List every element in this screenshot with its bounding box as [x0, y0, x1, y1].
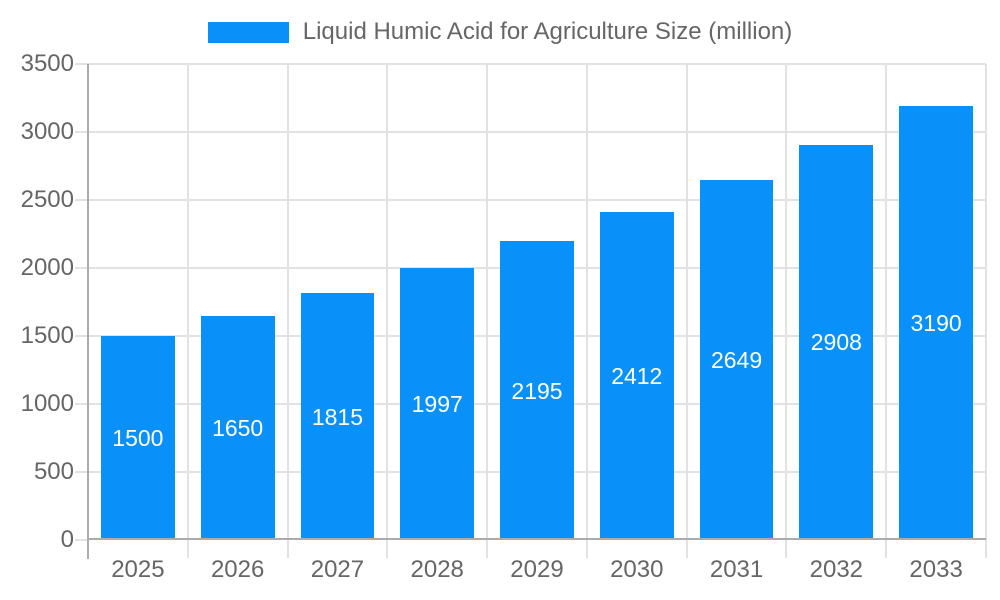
y-tick-mark — [75, 131, 88, 133]
bar — [500, 241, 574, 540]
x-tick-mark — [685, 540, 688, 558]
y-axis-line — [87, 64, 89, 559]
gridline-vertical — [685, 64, 688, 540]
bar — [300, 293, 375, 540]
bar-value-label: 1997 — [411, 391, 463, 418]
y-tick-mark — [75, 539, 88, 541]
gridline-vertical — [985, 64, 987, 540]
x-tick-label: 2028 — [410, 556, 464, 583]
bar — [400, 268, 475, 540]
bar — [699, 179, 774, 540]
x-tick-label: 2032 — [809, 556, 864, 583]
chart-legend: Liquid Humic Acid for Agriculture Size (… — [0, 18, 1000, 46]
bar — [799, 144, 874, 540]
y-tick-label: 3500 — [20, 50, 74, 77]
gridline-horizontal — [88, 131, 986, 133]
gridline-vertical — [885, 64, 888, 540]
x-tick-mark — [286, 540, 289, 558]
y-tick-mark — [75, 471, 88, 473]
bar-value-label: 2649 — [710, 346, 763, 373]
x-tick-label: 2029 — [510, 556, 564, 583]
gridline-horizontal — [88, 63, 986, 65]
bar — [599, 211, 674, 540]
x-tick-mark — [885, 540, 888, 558]
gridline-vertical — [286, 64, 289, 540]
bar-value-label: 3190 — [910, 310, 962, 337]
y-tick-mark — [75, 335, 88, 337]
x-tick-mark — [985, 540, 987, 558]
y-tick-label: 1500 — [20, 322, 74, 349]
bar — [899, 106, 974, 540]
y-tick-label: 2500 — [20, 186, 74, 213]
x-tick-mark — [785, 540, 788, 558]
x-tick-mark — [186, 540, 189, 558]
gridline-vertical — [486, 64, 489, 540]
y-tick-mark — [75, 199, 88, 201]
x-tick-mark — [585, 540, 588, 558]
y-tick-mark — [75, 63, 88, 65]
bar-value-label: 2908 — [810, 329, 862, 356]
plot-area: 1500 1650 1815 1997 2195 2412 2649 2908 3190 2025… — [75, 63, 987, 583]
bar — [100, 336, 175, 540]
legend-swatch — [207, 21, 289, 43]
legend-label: Liquid Humic Acid for Agriculture Size (… — [302, 18, 793, 45]
x-tick-label: 2030 — [610, 556, 664, 583]
x-tick-mark — [486, 540, 489, 558]
gridline-vertical — [386, 64, 389, 540]
x-tick-label: 2033 — [909, 556, 963, 583]
x-tick-label: 2025 — [111, 556, 165, 583]
gridline-horizontal — [88, 199, 986, 201]
bar-value-label: 1650 — [212, 414, 264, 441]
y-tick-mark — [75, 267, 88, 269]
bar-value-label: 1815 — [311, 403, 364, 430]
x-tick-label: 2031 — [709, 556, 764, 583]
bar-value-label: 2412 — [611, 362, 663, 389]
x-axis-line — [88, 538, 986, 540]
bar — [200, 315, 275, 540]
bar-value-label: 2195 — [511, 377, 563, 404]
x-tick-label: 2026 — [210, 556, 265, 583]
gridline-vertical — [186, 64, 189, 540]
x-tick-label: 2027 — [310, 556, 365, 583]
y-tick-label: 0 — [60, 526, 74, 553]
y-tick-mark — [75, 403, 88, 405]
y-tick-label: 2000 — [20, 254, 74, 281]
bar-value-label: 1500 — [112, 425, 164, 451]
gridline-vertical — [785, 64, 788, 540]
y-tick-label: 1000 — [20, 390, 74, 417]
y-tick-label: 500 — [33, 458, 74, 485]
gridline-vertical — [585, 64, 588, 540]
x-tick-mark — [386, 540, 389, 558]
y-tick-label: 3000 — [20, 118, 74, 145]
